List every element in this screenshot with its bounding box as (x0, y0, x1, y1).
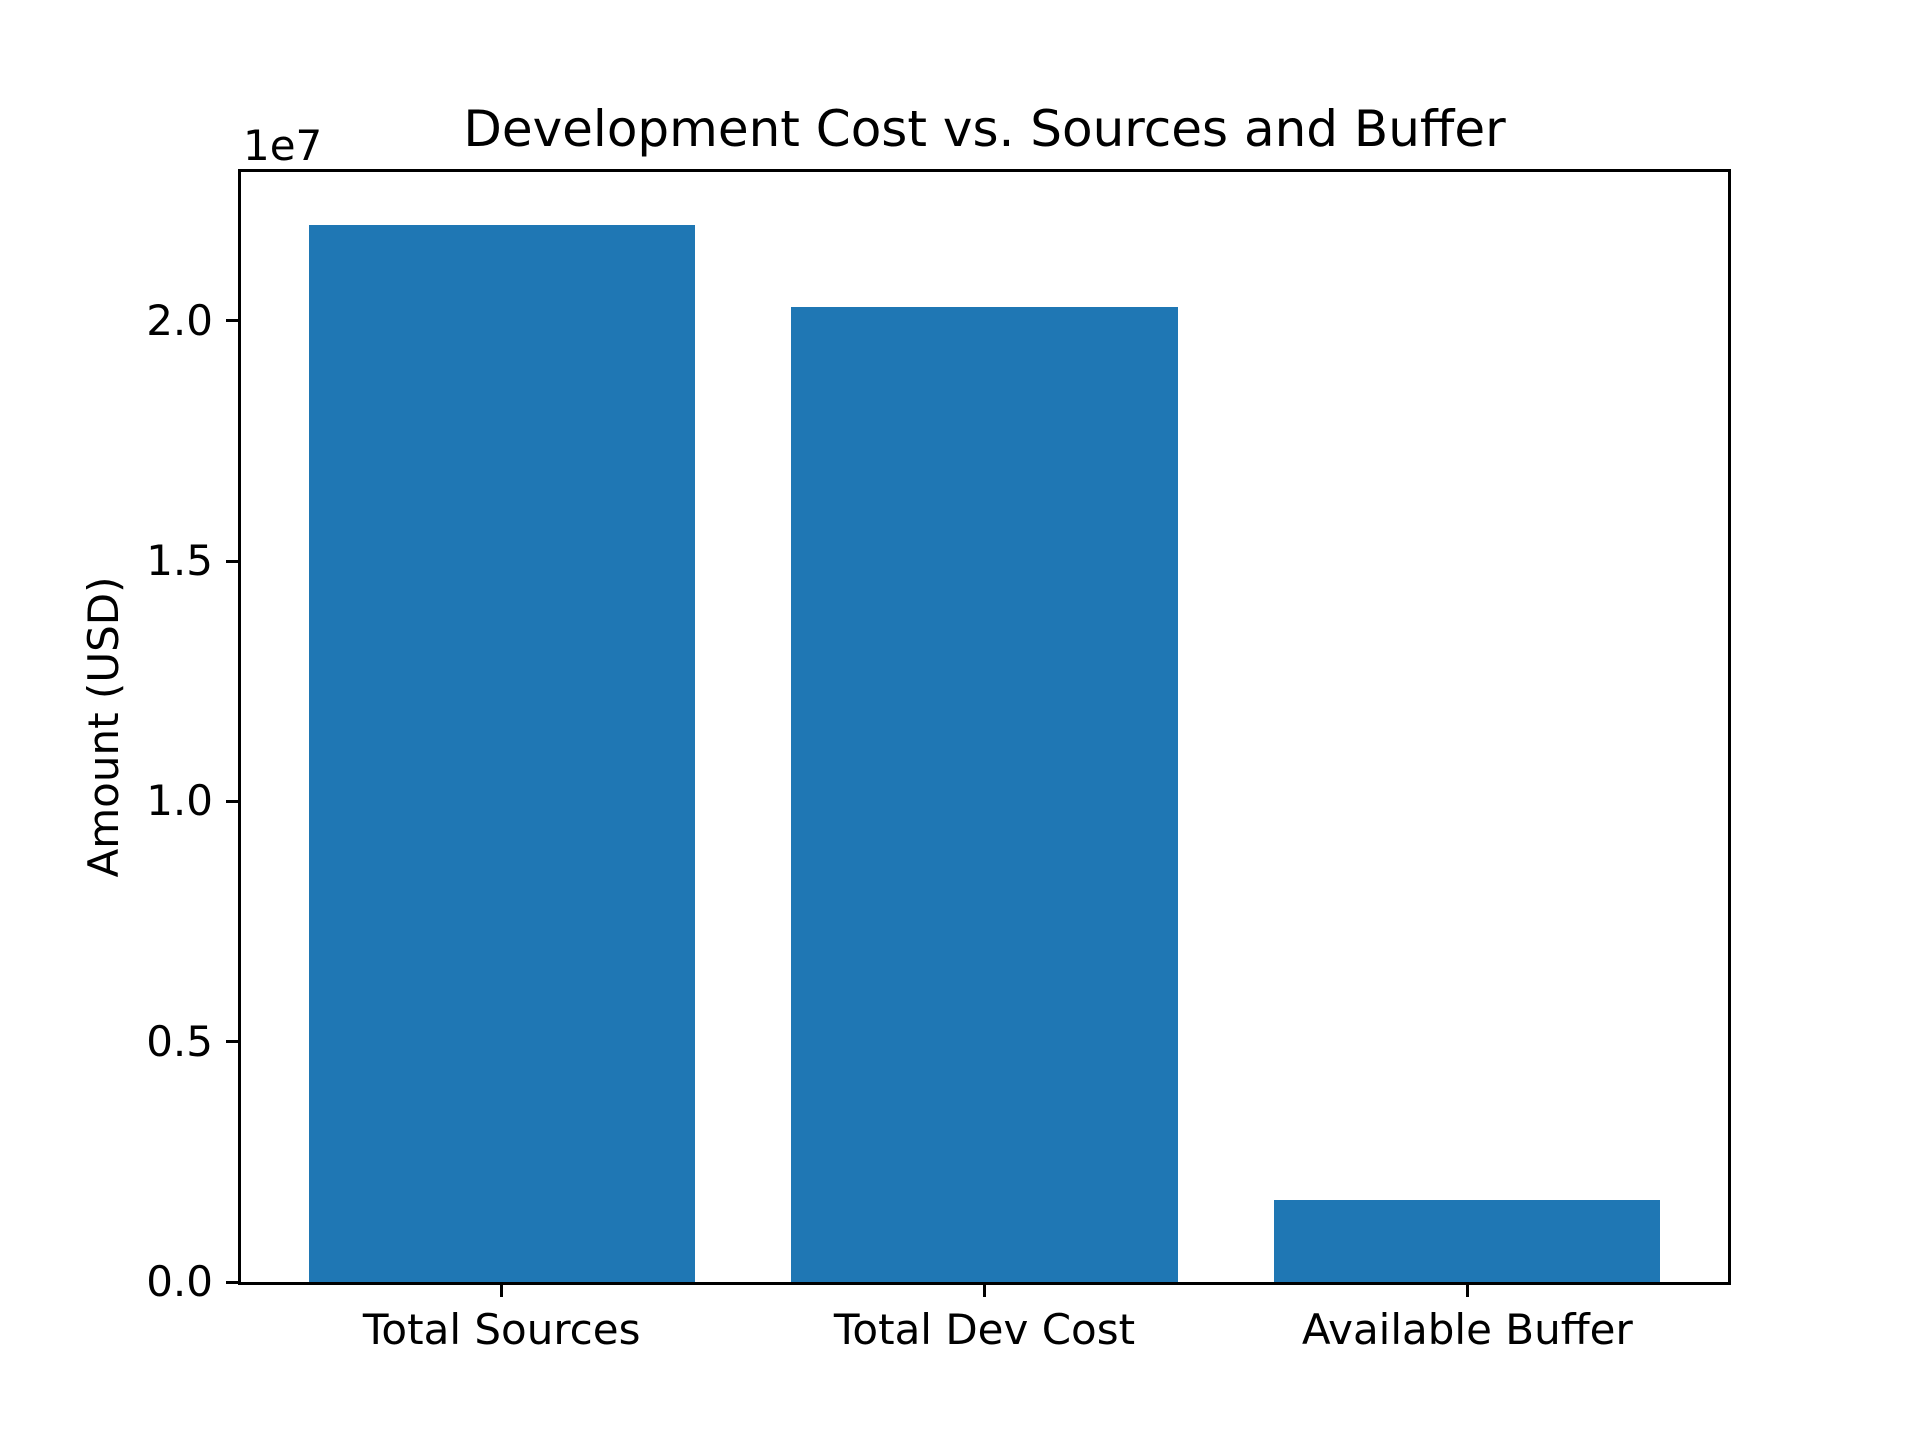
y-tick-label-0.5: 0.5 (146, 1016, 213, 1066)
bar-total-sources (308, 224, 695, 1282)
x-tick-mark (500, 1282, 504, 1297)
y-tick-mark (226, 799, 241, 803)
plot-area (238, 169, 1731, 1285)
y-tick-label-1.5: 1.5 (146, 536, 213, 586)
x-tick-label-available-buffer: Available Buffer (1301, 1305, 1633, 1354)
y-tick-mark (226, 559, 241, 563)
y-axis-offset-text: 1e7 (243, 121, 323, 170)
y-tick-mark (226, 1040, 241, 1044)
x-tick-mark (1465, 1282, 1469, 1297)
y-tick-label-1.0: 1.0 (146, 776, 213, 826)
x-tick-label-total-sources: Total Sources (362, 1305, 641, 1354)
y-tick-label-0.0: 0.0 (146, 1257, 213, 1306)
y-tick-label-2.0: 2.0 (146, 295, 213, 345)
x-tick-mark (983, 1282, 986, 1297)
y-axis-label: Amount (USD) (79, 576, 128, 878)
bar-total-dev-cost (791, 306, 1178, 1282)
chart-title: Development Cost vs. Sources and Buffer (463, 100, 1506, 158)
bar-available-buffer (1274, 1200, 1661, 1282)
y-tick-mark (226, 1280, 241, 1284)
x-tick-label-total-dev-cost: Total Dev Cost (833, 1305, 1136, 1354)
y-tick-mark (226, 319, 241, 323)
